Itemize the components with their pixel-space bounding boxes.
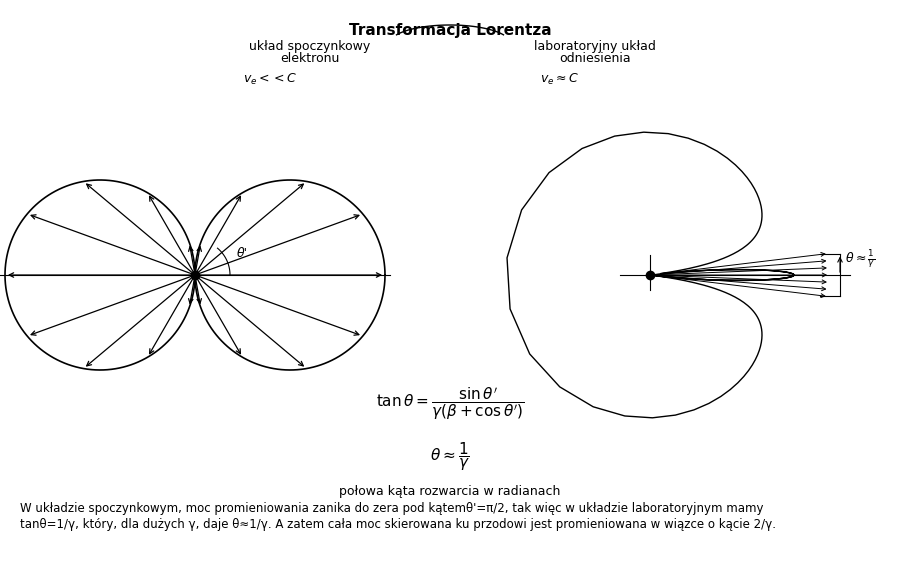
Text: $\tan\theta=\dfrac{\sin\theta^{\prime}}{\gamma(\beta+\cos\theta^{\prime})}$: $\tan\theta=\dfrac{\sin\theta^{\prime}}{… bbox=[375, 385, 525, 422]
Text: θ': θ' bbox=[237, 247, 248, 260]
Text: W układzie spoczynkowym, moc promieniowania zanika do zera pod kątemθ'=π/2, tak : W układzie spoczynkowym, moc promieniowa… bbox=[20, 502, 763, 515]
Text: elektronu: elektronu bbox=[280, 52, 339, 65]
Text: odniesienia: odniesienia bbox=[559, 52, 631, 65]
Text: Transformacja Lorentza: Transformacja Lorentza bbox=[348, 23, 552, 38]
Text: $\theta \approx \dfrac{1}{\gamma}$: $\theta \approx \dfrac{1}{\gamma}$ bbox=[430, 440, 470, 473]
Text: tanθ=1/γ, który, dla dużych γ, daje θ≈1/γ. A zatem cała moc skierowana ku przodo: tanθ=1/γ, który, dla dużych γ, daje θ≈1/… bbox=[20, 518, 776, 531]
Text: laboratoryjny układ: laboratoryjny układ bbox=[534, 40, 656, 53]
Text: $v_e << C$: $v_e << C$ bbox=[243, 72, 297, 87]
Text: $\theta \approx \frac{1}{\gamma}$: $\theta \approx \frac{1}{\gamma}$ bbox=[845, 248, 876, 271]
Text: $v_e \approx C$: $v_e \approx C$ bbox=[540, 72, 580, 87]
Text: układ spoczynkowy: układ spoczynkowy bbox=[249, 40, 371, 53]
Text: połowa kąta rozwarcia w radianach: połowa kąta rozwarcia w radianach bbox=[339, 485, 561, 498]
